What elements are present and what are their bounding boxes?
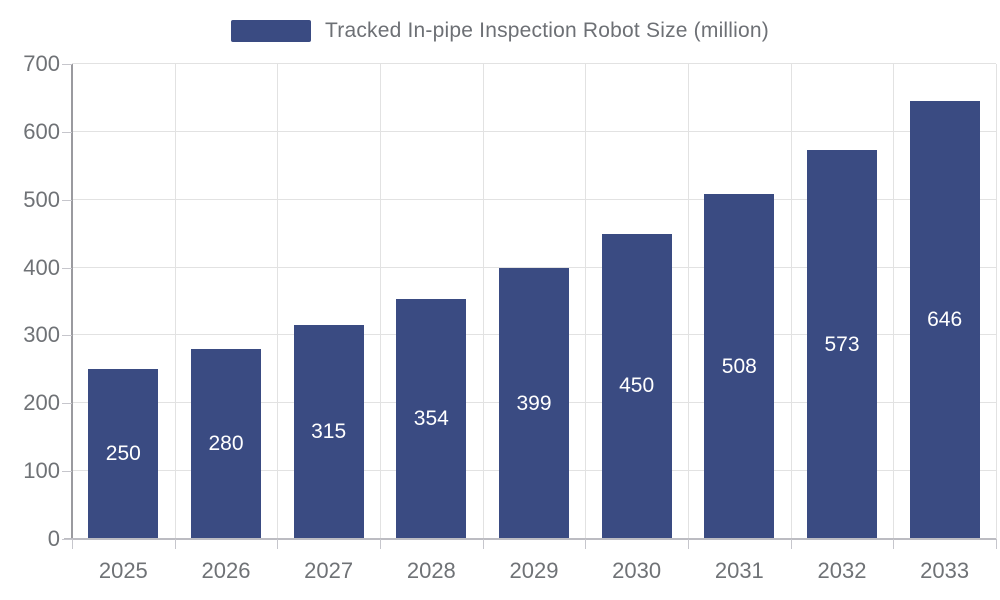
x-axis-tick-mark xyxy=(893,539,895,549)
bar-2030[interactable]: 450 xyxy=(601,233,672,539)
h-gridline xyxy=(72,266,996,268)
v-gridline xyxy=(380,64,381,539)
y-axis-tick-mark xyxy=(62,335,72,337)
bar-2025[interactable]: 250 xyxy=(88,369,159,539)
bar-value-label: 399 xyxy=(516,391,552,415)
v-gridline xyxy=(688,64,689,539)
bar-2032[interactable]: 573 xyxy=(807,150,877,539)
y-axis-tick-label: 700 xyxy=(23,51,60,76)
bar-value-label: 354 xyxy=(413,406,449,430)
bar-value-label: 315 xyxy=(311,420,347,444)
legend-label: Tracked In-pipe Inspection Robot Size (m… xyxy=(325,19,769,42)
x-axis-tick-label: 2028 xyxy=(406,558,456,583)
legend-swatch xyxy=(231,20,311,42)
plot-area: 250 280 315 354 399 450 508 573 646 xyxy=(72,63,997,539)
bar-2028[interactable]: 354 xyxy=(396,298,467,539)
bar-value-label: 250 xyxy=(105,442,141,466)
x-axis-tick-label: 2031 xyxy=(714,558,764,583)
y-axis-tick-mark xyxy=(62,267,72,269)
y-axis-tick-mark xyxy=(62,64,72,65)
x-axis-tick-mark xyxy=(72,539,73,549)
v-gridline xyxy=(893,64,895,539)
x-axis-tick-label: 2026 xyxy=(201,558,251,583)
bar-value-label: 573 xyxy=(824,332,860,356)
y-axis-tick-mark xyxy=(62,403,72,405)
x-axis-tick-mark xyxy=(174,539,176,549)
y-axis-tick-label: 600 xyxy=(23,118,60,144)
y-axis-tick-mark xyxy=(62,471,72,473)
x-axis-tick-mark xyxy=(277,539,279,549)
v-gridline xyxy=(174,64,176,539)
v-gridline xyxy=(790,64,792,539)
x-axis-tick-label: 2027 xyxy=(304,558,354,583)
x-axis-tick-label: 2030 xyxy=(612,558,662,583)
x-axis-line xyxy=(64,538,996,540)
y-axis-tick-label: 400 xyxy=(23,254,60,280)
bar-2029[interactable]: 399 xyxy=(499,268,569,539)
x-axis-tick-mark xyxy=(688,539,689,549)
h-gridline xyxy=(72,130,996,132)
v-gridline xyxy=(482,64,484,539)
bar-2033[interactable]: 646 xyxy=(909,100,980,539)
h-gridline xyxy=(72,198,996,200)
x-axis-tick-mark xyxy=(585,539,587,549)
x-axis-tick-mark xyxy=(790,539,792,549)
h-gridline xyxy=(72,63,996,64)
bar-value-label: 646 xyxy=(927,307,963,331)
y-axis-tick-label: 300 xyxy=(23,322,60,348)
x-axis-tick-label: 2033 xyxy=(920,558,970,583)
y-axis-tick-mark xyxy=(62,131,72,133)
v-gridline xyxy=(585,64,587,539)
x-axis-tick-label: 2029 xyxy=(509,558,559,583)
y-axis-tick-label: 0 xyxy=(47,526,60,551)
legend[interactable]: Tracked In-pipe Inspection Robot Size (m… xyxy=(0,16,1000,46)
bar-2026[interactable]: 280 xyxy=(191,349,261,539)
x-axis-tick-label: 2032 xyxy=(817,558,867,583)
y-axis-line xyxy=(71,64,73,540)
bar-value-label: 280 xyxy=(208,432,244,455)
x-axis-tick-label: 2025 xyxy=(98,558,148,583)
y-axis-tick-label: 100 xyxy=(23,458,60,484)
y-axis-tick-label: 200 xyxy=(23,390,60,416)
bar-2027[interactable]: 315 xyxy=(293,325,364,539)
bar-value-label: 450 xyxy=(619,374,655,398)
bar-value-label: 508 xyxy=(721,354,757,378)
y-axis-tick-mark xyxy=(62,539,72,540)
x-axis-tick-mark xyxy=(380,539,381,549)
y-axis-tick-mark xyxy=(62,199,72,201)
v-gridline xyxy=(277,64,279,539)
v-gridline xyxy=(996,64,997,539)
x-axis-tick-mark xyxy=(996,539,997,549)
bar-2031[interactable]: 508 xyxy=(704,194,775,539)
y-axis-tick-label: 500 xyxy=(23,186,60,212)
x-axis-tick-mark xyxy=(482,539,484,549)
